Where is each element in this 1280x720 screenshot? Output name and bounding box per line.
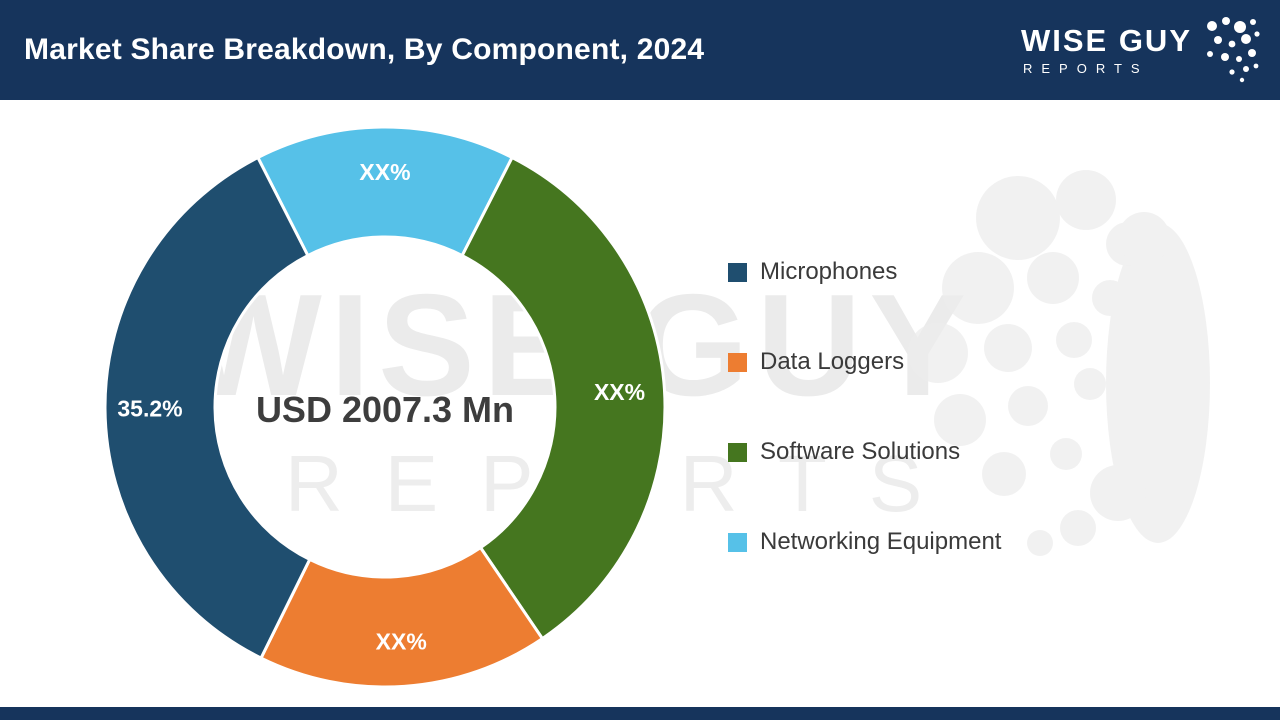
legend-item-networking-equipment: Networking Equipment [728,528,1001,556]
legend-label: Software Solutions [760,438,961,465]
legend-swatch-networking-equipment [728,532,747,552]
logo-brand-name: WISE GUY [1020,22,1192,58]
donut-svg: XX% XX% XX% 35.2% [103,125,667,689]
legend-item-data-loggers: Data Loggers [728,348,1001,376]
legend-item-microphones: Microphones [728,258,1001,286]
footer-bar [0,707,1280,720]
header: Market Share Breakdown, By Component, 20… [0,0,1280,100]
donut-segment-microphones [103,155,312,661]
head-dots-icon [1207,17,1260,83]
legend-swatch-software-solutions [728,442,747,462]
legend-item-software-solutions: Software Solutions [728,438,1001,466]
segment-label-software-solutions: XX% [594,379,645,405]
legend-label: Data Loggers [760,348,905,375]
segment-label-networking-equipment: XX% [359,159,410,185]
page-title: Market Share Breakdown, By Component, 20… [24,33,705,66]
legend-label: Networking Equipment [760,528,1002,555]
donut-chart: XX% XX% XX% 35.2% USD 2007.3 Mn [100,122,670,692]
legend: Microphones Data Loggers Software Soluti… [728,258,1001,618]
legend-swatch-microphones [728,262,747,282]
legend-label: Microphones [760,258,898,285]
donut-segment-software-solutions [460,155,667,641]
logo-brand-sub: REPORTS [1022,60,1149,76]
logo-text: WISE GUY REPORTS [1021,25,1192,76]
legend-swatch-data-loggers [728,352,747,372]
segment-label-microphones: 35.2% [117,395,182,421]
watermark-head-graphic [908,170,1210,556]
segment-label-data-loggers: XX% [376,628,427,654]
donut-segment-data-loggers [259,545,545,689]
wiseguy-logo: WISE GUY REPORTS [1021,14,1262,86]
